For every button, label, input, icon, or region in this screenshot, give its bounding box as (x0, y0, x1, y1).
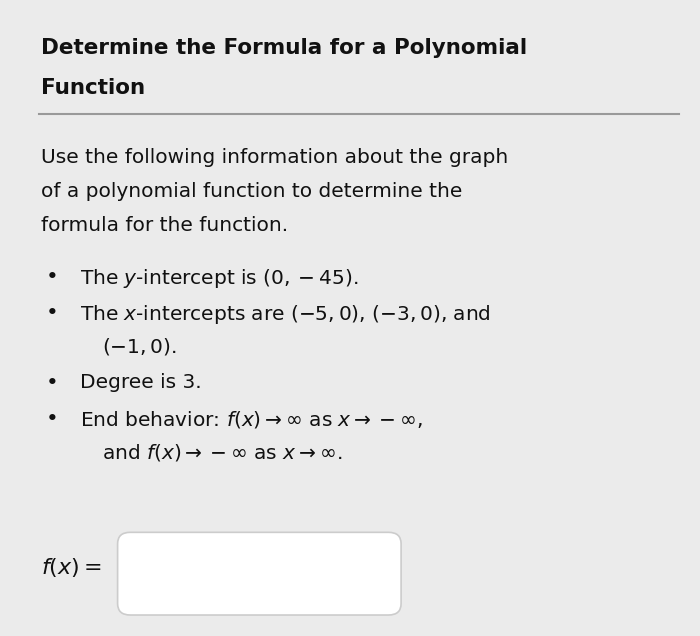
Text: $f(x) =$: $f(x) =$ (41, 556, 102, 579)
Text: The $y$-intercept is $(0, -45)$.: The $y$-intercept is $(0, -45)$. (80, 267, 359, 290)
Text: •: • (46, 409, 59, 429)
Text: Degree is 3.: Degree is 3. (80, 373, 202, 392)
Text: •: • (46, 267, 59, 287)
Text: formula for the function.: formula for the function. (41, 216, 288, 235)
Text: Use the following information about the graph: Use the following information about the … (41, 148, 508, 167)
Text: The $x$-intercepts are $(-5, 0)$, $(-3, 0)$, and: The $x$-intercepts are $(-5, 0)$, $(-3, … (80, 303, 491, 326)
Text: $(-1, 0)$.: $(-1, 0)$. (102, 336, 176, 357)
Text: •: • (46, 373, 59, 393)
Text: End behavior: $f(x) \rightarrow \infty$ as $x \rightarrow - \infty$,: End behavior: $f(x) \rightarrow \infty$ … (80, 409, 423, 430)
Text: Function: Function (41, 78, 145, 97)
Text: of a polynomial function to determine the: of a polynomial function to determine th… (41, 182, 462, 201)
Text: and $f(x) \rightarrow - \infty$ as $x \rightarrow \infty$.: and $f(x) \rightarrow - \infty$ as $x \r… (102, 442, 342, 463)
Text: •: • (46, 303, 59, 322)
Text: Determine the Formula for a Polynomial: Determine the Formula for a Polynomial (41, 38, 526, 58)
FancyBboxPatch shape (118, 532, 401, 615)
